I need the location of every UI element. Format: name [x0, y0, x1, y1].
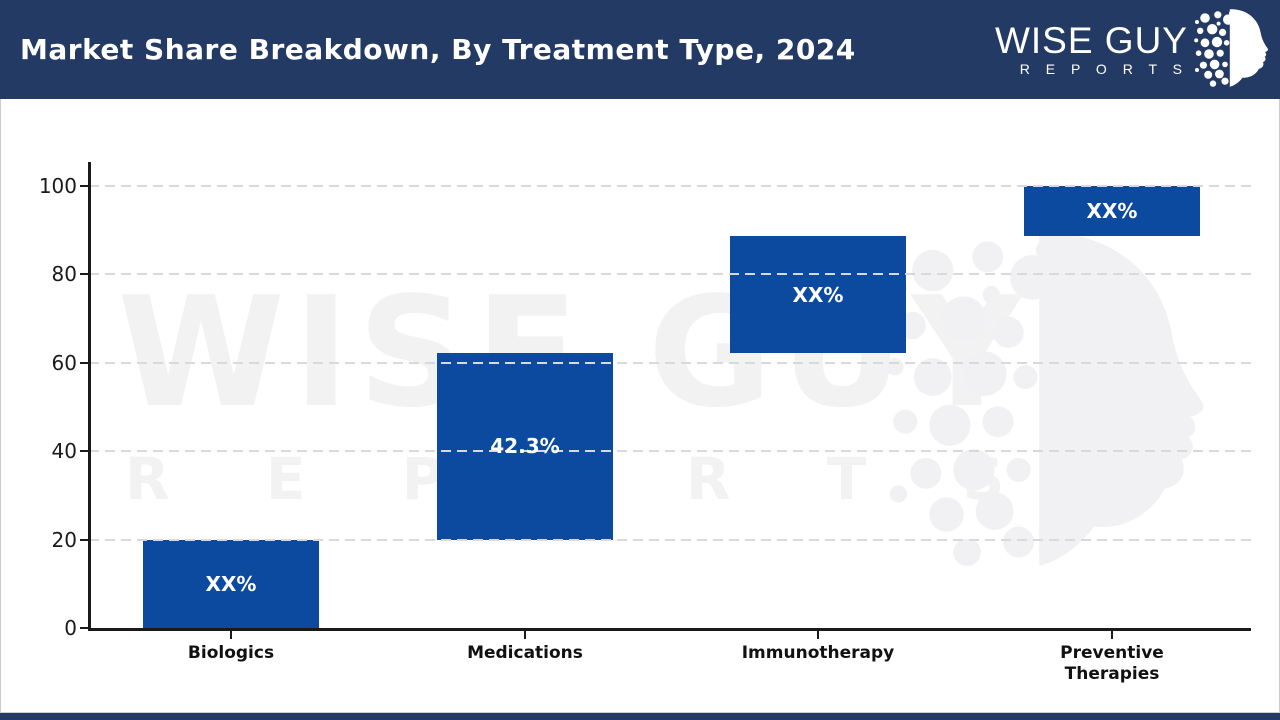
brand-wordmark: WISE GUY R E P O R T S: [995, 22, 1188, 77]
x-category-label-immunotherapy: Immunotherapy: [741, 643, 895, 663]
y-tick-mark-80: [80, 273, 89, 276]
x-axis-line: [88, 628, 1251, 631]
brand-logo: WISE GUY R E P O R T S: [995, 6, 1280, 94]
footer-bar: [0, 713, 1280, 720]
chart-title: Market Share Breakdown, By Treatment Typ…: [20, 33, 856, 66]
gridline-100: [89, 185, 1257, 187]
y-tick-label-100: 100: [38, 174, 77, 198]
y-tick-mark-100: [80, 185, 89, 187]
y-axis-line: [88, 162, 91, 630]
y-tick-mark-0: [80, 627, 89, 629]
bar-immunotherapy: [730, 236, 906, 353]
x-tick-mark-3: [817, 630, 819, 639]
y-tick-label-60: 60: [51, 350, 77, 375]
x-category-label-medications: Medications: [467, 643, 583, 663]
header-bar: Market Share Breakdown, By Treatment Typ…: [0, 0, 1280, 99]
bar-preventive-therapies: [1024, 186, 1200, 237]
gridline-60: [89, 361, 1257, 364]
y-tick-label-40: 40: [51, 439, 77, 464]
x-tick-mark-4: [1111, 630, 1113, 639]
y-tick-label-20: 20: [51, 527, 77, 552]
chart-canvas: WISE GUY R E P O R T S XX%42.3%XX%XX% 02…: [0, 99, 1280, 713]
wise-guy-head-icon: [1194, 8, 1269, 87]
y-tick-label-80: 80: [51, 262, 77, 287]
y-tick-mark-60: [80, 361, 89, 364]
gridline-80: [89, 273, 1257, 276]
x-category-label-biologics: Biologics: [187, 643, 275, 663]
x-tick-mark-2: [524, 630, 526, 639]
bar-value-label-immunotherapy: XX%: [792, 282, 844, 307]
brand-subtitle: R E P O R T S: [1019, 61, 1188, 77]
y-tick-label-0: 0: [64, 616, 77, 640]
x-category-label-preventive-therapies: Preventive Therapies: [1060, 643, 1164, 685]
y-tick-mark-40: [80, 450, 89, 453]
bar-medications: [437, 352, 613, 540]
x-tick-mark-1: [230, 630, 232, 639]
gridline-20: [89, 538, 1257, 541]
bar-biologics: [143, 539, 319, 628]
bar-value-label-medications: 42.3%: [490, 434, 560, 459]
bar-value-label-biologics: XX%: [205, 571, 257, 596]
y-tick-mark-20: [80, 538, 89, 541]
gridline-40: [89, 450, 1257, 453]
bar-value-label-preventive-therapies: XX%: [1086, 199, 1138, 224]
watermark-head-icon: [886, 232, 1204, 567]
brand-name: WISE GUY: [994, 20, 1188, 61]
